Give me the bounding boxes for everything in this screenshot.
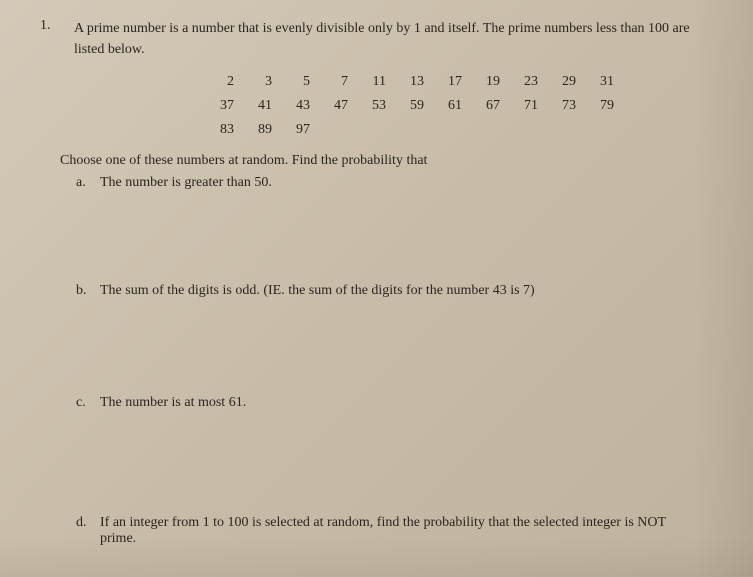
prime-cell: 53 bbox=[352, 94, 390, 118]
primes-row: 2 3 5 7 11 13 17 19 23 29 31 bbox=[200, 70, 705, 94]
prime-cell: 83 bbox=[200, 118, 238, 142]
primes-row: 37 41 43 47 53 59 61 67 71 73 79 bbox=[200, 94, 705, 118]
part-a: a. The number is greater than 50. bbox=[78, 175, 705, 191]
prime-cell: 97 bbox=[276, 118, 314, 142]
prime-cell: 59 bbox=[390, 94, 428, 118]
prime-cell: 89 bbox=[238, 118, 276, 142]
prime-cell: 71 bbox=[504, 94, 542, 118]
worksheet-page: 1. A prime number is a number that is ev… bbox=[0, 0, 753, 577]
part-text: The number is at most 61. bbox=[100, 395, 705, 411]
prime-cell: 29 bbox=[542, 70, 580, 94]
prime-cell: 19 bbox=[466, 70, 504, 94]
primes-table: 2 3 5 7 11 13 17 19 23 29 31 37 41 43 47… bbox=[200, 70, 705, 141]
prime-cell: 47 bbox=[314, 94, 352, 118]
answer-space bbox=[60, 305, 705, 395]
part-letter: b. bbox=[76, 283, 87, 299]
prime-cell: 23 bbox=[504, 70, 542, 94]
prime-cell: 37 bbox=[200, 94, 238, 118]
prime-cell: 3 bbox=[238, 70, 276, 94]
part-b: b. The sum of the digits is odd. (IE. th… bbox=[78, 283, 705, 299]
answer-space bbox=[60, 417, 705, 515]
question-intro: A prime number is a number that is evenl… bbox=[74, 18, 705, 60]
prime-cell: 31 bbox=[580, 70, 618, 94]
instruction-text: Choose one of these numbers at random. F… bbox=[60, 153, 705, 169]
part-text: The number is greater than 50. bbox=[100, 175, 705, 191]
prime-cell: 73 bbox=[542, 94, 580, 118]
prime-cell: 41 bbox=[238, 94, 276, 118]
prime-cell: 13 bbox=[390, 70, 428, 94]
prime-cell: 5 bbox=[276, 70, 314, 94]
answer-space bbox=[60, 197, 705, 283]
part-c: c. The number is at most 61. bbox=[78, 395, 705, 411]
part-letter: d. bbox=[76, 515, 87, 531]
prime-cell: 79 bbox=[580, 94, 618, 118]
prime-cell: 7 bbox=[314, 70, 352, 94]
question-number: 1. bbox=[40, 18, 51, 34]
part-text: The sum of the digits is odd. (IE. the s… bbox=[100, 283, 705, 299]
prime-cell: 11 bbox=[352, 70, 390, 94]
prime-cell: 2 bbox=[200, 70, 238, 94]
part-d: d. If an integer from 1 to 100 is select… bbox=[78, 515, 705, 547]
prime-cell: 17 bbox=[428, 70, 466, 94]
prime-cell: 61 bbox=[428, 94, 466, 118]
prime-cell: 67 bbox=[466, 94, 504, 118]
part-letter: a. bbox=[76, 175, 86, 191]
primes-row: 83 89 97 bbox=[200, 118, 705, 142]
prime-cell: 43 bbox=[276, 94, 314, 118]
part-text: If an integer from 1 to 100 is selected … bbox=[100, 515, 705, 547]
part-letter: c. bbox=[76, 395, 86, 411]
